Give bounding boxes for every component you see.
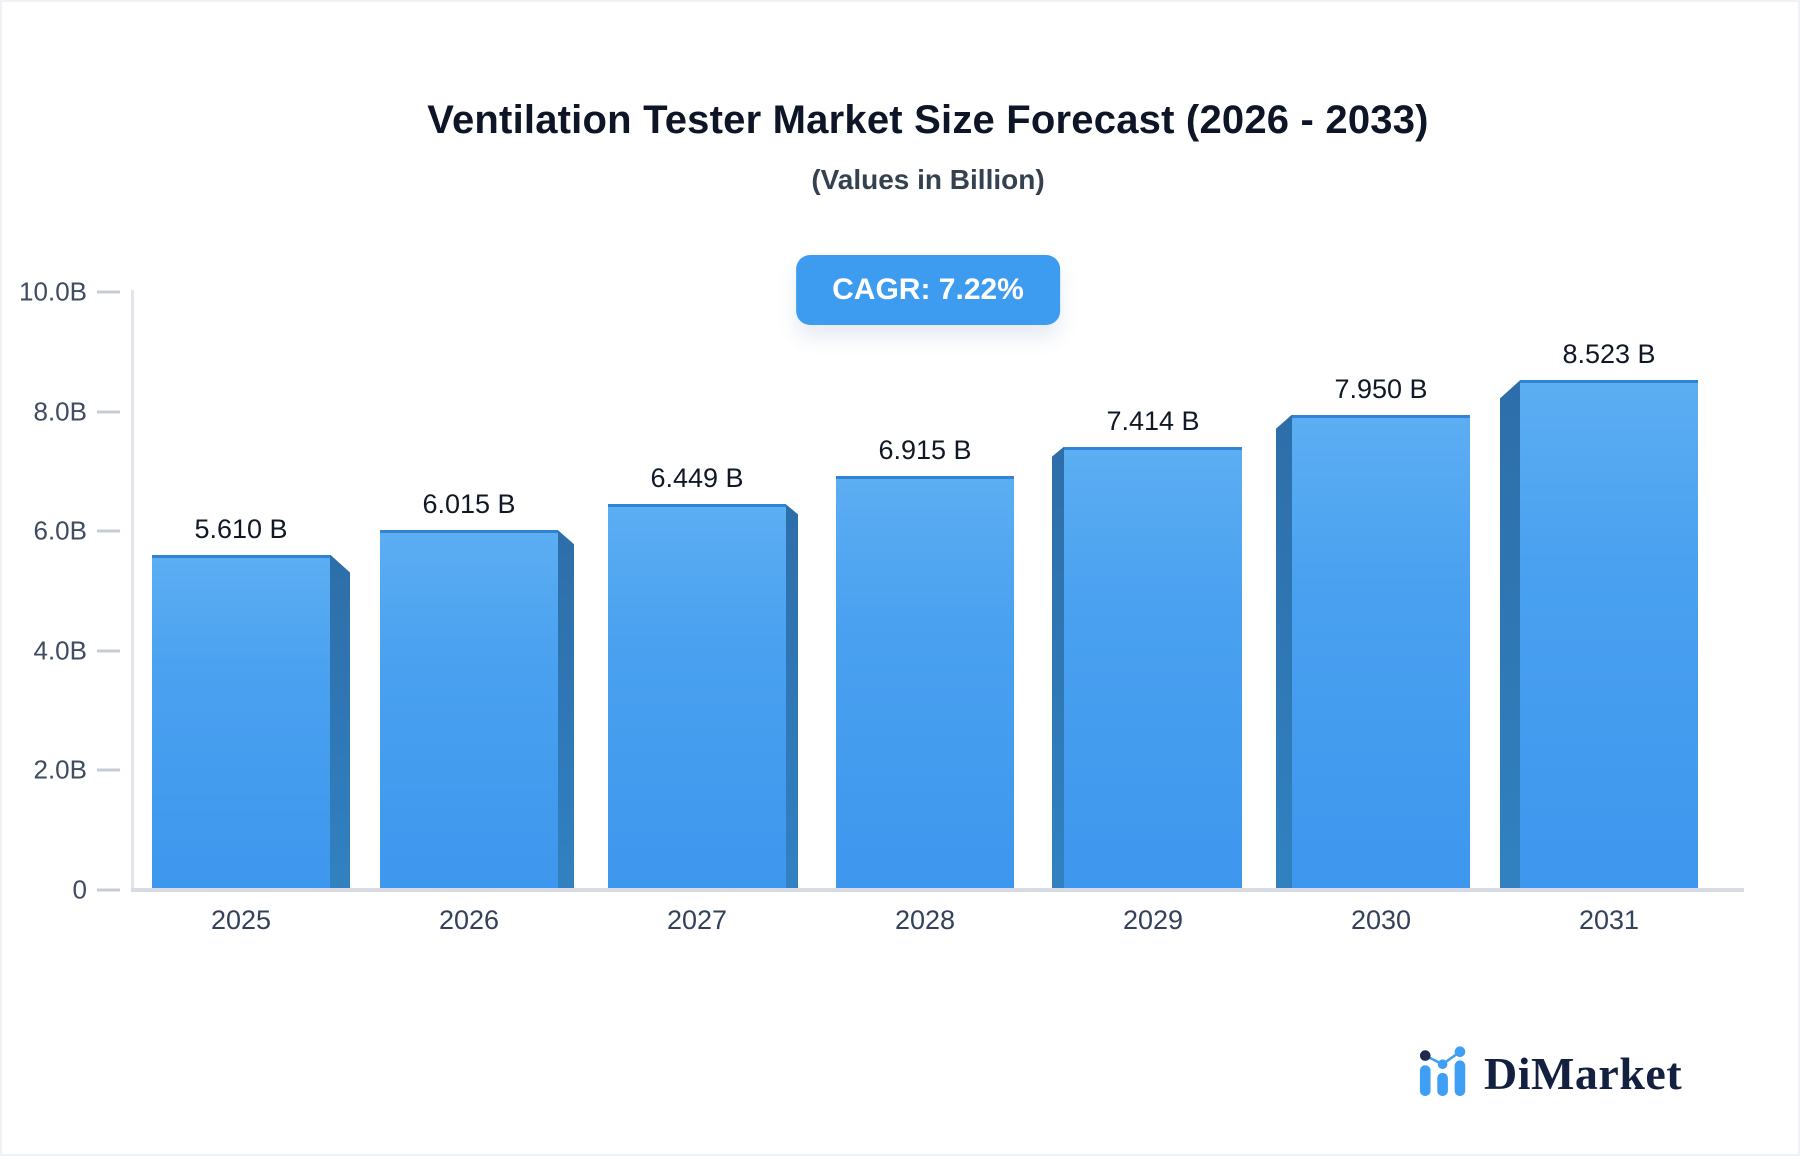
bar-3d-side bbox=[786, 504, 798, 890]
bar-3d-side bbox=[1276, 414, 1292, 890]
bar-value-label: 7.950 B bbox=[1334, 373, 1428, 404]
y-axis-tick-label: 0 bbox=[72, 874, 87, 905]
bar-3d-side bbox=[558, 530, 574, 890]
y-axis-tick-mark bbox=[97, 410, 120, 414]
bar-2031 bbox=[1520, 380, 1698, 890]
y-axis-line bbox=[131, 290, 134, 890]
bar-2026 bbox=[380, 530, 558, 890]
x-axis-label: 2029 bbox=[1122, 905, 1184, 935]
chart-subtitle: (Values in Billion) bbox=[811, 164, 1045, 195]
y-axis-tick-mark bbox=[97, 529, 120, 533]
x-axis-label: 2027 bbox=[666, 905, 728, 935]
brand-name: DiMarket bbox=[1484, 1048, 1683, 1099]
bar-value-label: 8.523 B bbox=[1562, 339, 1656, 370]
bar-2029 bbox=[1064, 446, 1242, 890]
bar-value-label: 6.449 B bbox=[650, 463, 744, 494]
bar-3d-side bbox=[1500, 380, 1520, 890]
bar-2027 bbox=[608, 504, 786, 890]
chart-title: Ventilation Tester Market Size Forecast … bbox=[427, 98, 1429, 142]
brand-logo: DiMarket bbox=[1416, 1044, 1682, 1103]
bar-value-label: 6.015 B bbox=[422, 489, 516, 520]
bar-2025 bbox=[152, 554, 330, 890]
y-axis-tick-label: 6.0B bbox=[33, 515, 88, 546]
bar-value-label: 7.414 B bbox=[1106, 405, 1200, 436]
bar-3d-side bbox=[1052, 446, 1064, 890]
bar-2030 bbox=[1292, 414, 1470, 890]
x-axis-label: 2025 bbox=[210, 905, 272, 935]
x-axis-label: 2031 bbox=[1578, 905, 1640, 935]
bar-value-label: 5.610 B bbox=[194, 513, 288, 544]
bar-3d-side bbox=[330, 554, 350, 890]
y-axis-tick-mark bbox=[97, 649, 120, 653]
x-axis-label: 2028 bbox=[894, 905, 956, 935]
bar-2028 bbox=[836, 476, 1014, 890]
y-axis-tick-mark bbox=[97, 768, 120, 772]
y-axis-tick-label: 4.0B bbox=[33, 635, 88, 666]
y-axis-tick-label: 10.0B bbox=[19, 276, 87, 307]
y-axis-tick-label: 8.0B bbox=[33, 396, 88, 427]
cagr-badge: CAGR: 7.22% bbox=[796, 255, 1060, 325]
bar-value-label: 6.915 B bbox=[878, 435, 972, 466]
x-axis-label: 2030 bbox=[1350, 905, 1412, 935]
y-axis-tick-mark bbox=[97, 290, 120, 294]
y-axis-tick-label: 2.0B bbox=[33, 754, 88, 785]
bar-chart-with-trend-dots-icon bbox=[1416, 1044, 1474, 1103]
x-axis-label: 2026 bbox=[438, 905, 500, 935]
x-axis-baseline bbox=[131, 888, 1744, 892]
y-axis-tick-mark bbox=[97, 888, 120, 892]
